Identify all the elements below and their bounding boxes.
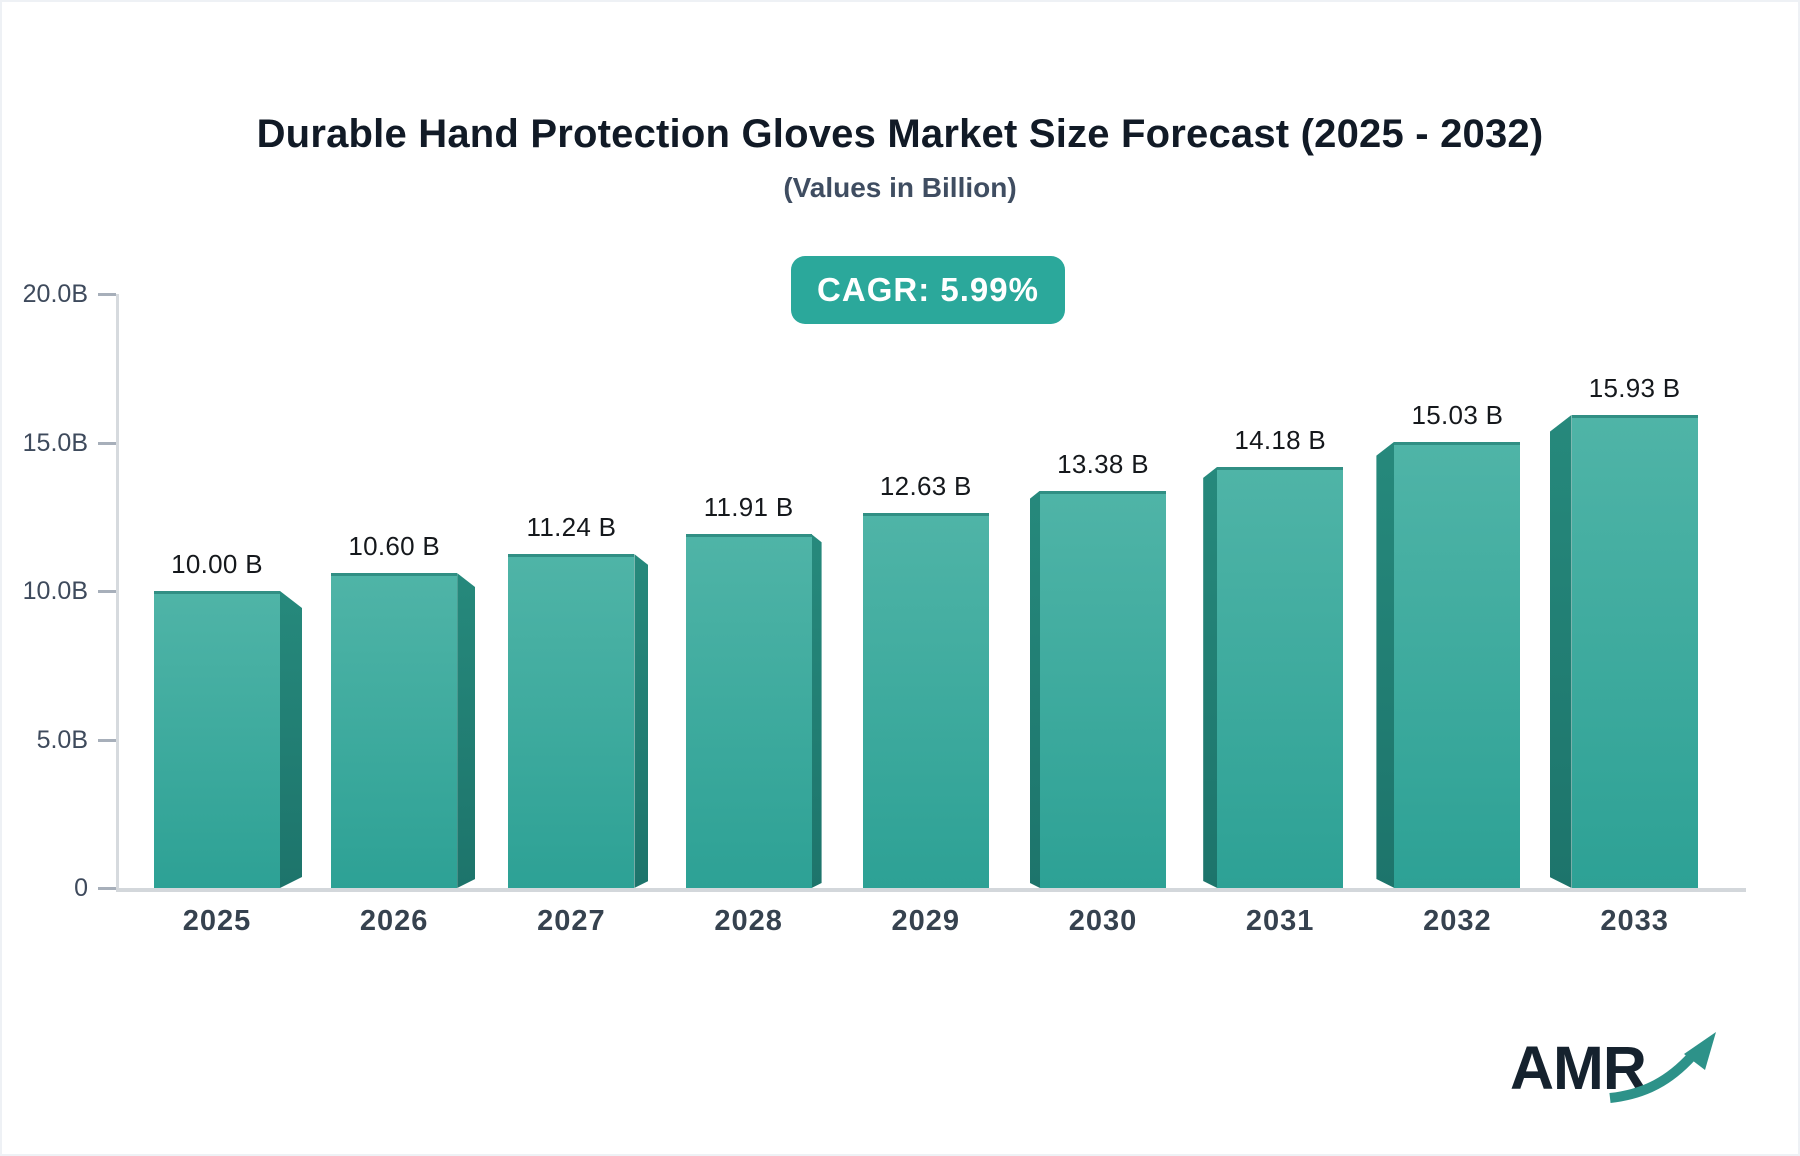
bar-value-label: 12.63 B xyxy=(879,470,972,501)
x-axis-year-label: 2031 xyxy=(1245,905,1315,937)
bar xyxy=(862,512,989,888)
bar xyxy=(1217,466,1344,888)
x-axis-year-label: 2029 xyxy=(891,905,961,937)
y-axis-tick xyxy=(98,887,116,890)
x-axis-baseline xyxy=(116,888,1746,892)
cagr-badge-label: CAGR: 5.99% xyxy=(817,271,1039,308)
y-axis-tick xyxy=(98,293,116,296)
x-axis-year-label: 2025 xyxy=(182,905,252,937)
bar xyxy=(1571,414,1698,888)
y-axis-tick-label: 5.0B xyxy=(36,725,88,754)
x-axis-year-label: 2033 xyxy=(1600,905,1669,937)
x-axis-year-label: 2027 xyxy=(537,905,606,937)
bar-3d-side xyxy=(812,534,822,888)
x-axis-year-label: 2028 xyxy=(714,905,783,937)
bar-value-label: 15.03 B xyxy=(1411,399,1504,430)
bar-3d-side xyxy=(634,554,648,888)
bar-value-label: 15.93 B xyxy=(1588,372,1681,403)
bar-value-label: 10.00 B xyxy=(171,549,263,579)
bar-value-label: 11.24 B xyxy=(526,512,617,543)
bar xyxy=(1394,441,1521,888)
x-axis-year-label: 2030 xyxy=(1068,905,1138,937)
amr-logo-text: AMR xyxy=(1510,1034,1647,1102)
bar-value-label: 14.18 B xyxy=(1234,424,1327,455)
bar-3d-side xyxy=(457,573,475,888)
y-axis-tick-label: 10.0B xyxy=(22,577,88,605)
cagr-badge: CAGR: 5.99% xyxy=(791,256,1065,324)
chart-subtitle: (Values in Billion) xyxy=(783,172,1017,203)
x-axis-year-label: 2032 xyxy=(1423,905,1492,937)
y-axis-tick-label: 15.0B xyxy=(22,428,88,457)
bar xyxy=(685,534,812,888)
y-axis-tick-label: 20.0B xyxy=(22,280,88,308)
x-axis-year-label: 2026 xyxy=(359,905,429,937)
y-axis-tick xyxy=(98,441,116,445)
bar-3d-side xyxy=(280,591,302,888)
amr-logo: AMR xyxy=(1510,1028,1724,1103)
y-axis-tick-label: 0 xyxy=(74,874,88,902)
bar-3d-side xyxy=(1376,442,1394,888)
bar-3d-side xyxy=(1030,491,1040,888)
bar xyxy=(508,554,635,888)
trending-up-arrow-icon xyxy=(1609,1032,1716,1103)
bar-value-label: 11.91 B xyxy=(703,492,794,523)
bar xyxy=(1040,490,1166,888)
y-axis-line xyxy=(116,294,119,890)
chart-title: Durable Hand Protection Gloves Market Si… xyxy=(256,112,1544,156)
bar-value-label: 10.60 B xyxy=(348,531,441,562)
bar-value-label: 13.38 B xyxy=(1057,448,1149,479)
bar-3d-side xyxy=(1203,467,1217,888)
bar xyxy=(154,591,280,888)
y-axis-tick xyxy=(98,590,116,593)
y-axis-tick xyxy=(98,738,116,742)
bar xyxy=(331,573,458,888)
bar-3d-side xyxy=(1550,415,1572,888)
